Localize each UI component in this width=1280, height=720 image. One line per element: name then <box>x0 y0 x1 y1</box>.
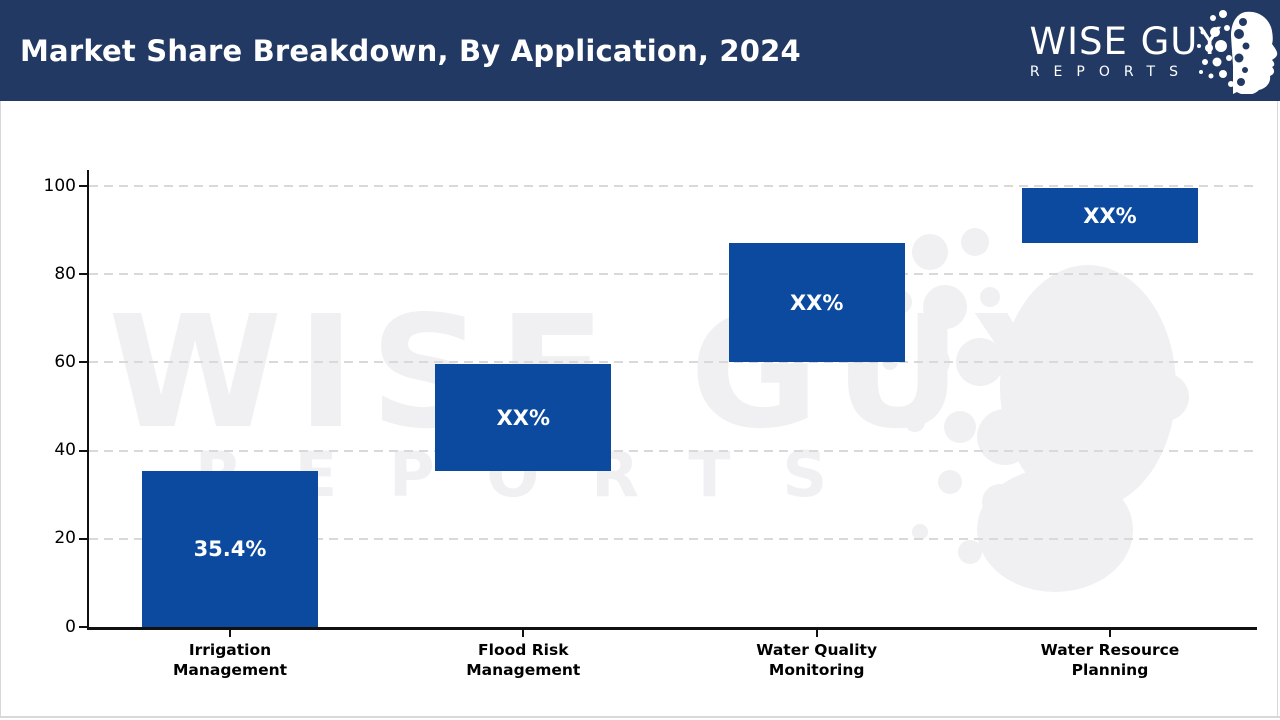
gridline-80 <box>89 273 1254 276</box>
page-title: Market Share Breakdown, By Application, … <box>20 33 801 68</box>
x-tick-2 <box>522 629 525 637</box>
bar-label-2: XX% <box>496 405 551 430</box>
y-tick-label-20: 20 <box>54 528 76 549</box>
bar-2: XX% <box>435 364 612 472</box>
card-left-border <box>0 101 1 718</box>
gridline-20 <box>89 537 1254 540</box>
y-tick-80 <box>79 273 87 276</box>
x-category-label-1: Irrigation Management <box>172 641 288 679</box>
bar-label-3: XX% <box>789 290 844 315</box>
bar-4: XX% <box>1022 188 1198 243</box>
card-bottom-border <box>0 716 1280 718</box>
x-axis-spine <box>86 627 1257 630</box>
gridline-40 <box>89 449 1254 452</box>
bar-label-4: XX% <box>1083 203 1137 228</box>
x-category-label-2: Flood Risk Management <box>466 641 581 679</box>
y-tick-label-0: 0 <box>65 616 76 637</box>
y-tick-label-100: 100 <box>43 175 76 196</box>
logo-face-icon <box>1197 10 1278 94</box>
x-tick-4 <box>1109 629 1111 637</box>
y-tick-0 <box>79 626 87 628</box>
y-tick-20 <box>79 537 87 540</box>
x-tick-3 <box>815 629 818 637</box>
x-category-label-3: Water Quality Monitoring <box>756 641 878 679</box>
y-axis-spine <box>86 170 89 629</box>
y-tick-100 <box>79 185 87 187</box>
bar-1: 35.4% <box>142 470 318 627</box>
header-bar: Market Share Breakdown, By Application, … <box>0 0 1280 101</box>
y-tick-label-80: 80 <box>54 263 76 284</box>
logo-wordmark: WISE GUY <box>1029 20 1222 63</box>
bar-3: XX% <box>728 243 905 363</box>
x-category-label-4: Water Resource Planning <box>1040 641 1180 679</box>
y-tick-label-40: 40 <box>54 440 76 461</box>
y-tick-40 <box>79 449 87 452</box>
y-tick-label-60: 60 <box>54 351 76 372</box>
x-tick-1 <box>229 629 231 637</box>
bar-label-1: 35.4% <box>193 536 267 561</box>
logo-subtext: REPORTS <box>1029 64 1192 80</box>
card-right-border <box>1277 101 1278 718</box>
gridline-100 <box>89 185 1254 187</box>
y-tick-60 <box>79 361 87 364</box>
gridline-60 <box>89 361 1254 364</box>
